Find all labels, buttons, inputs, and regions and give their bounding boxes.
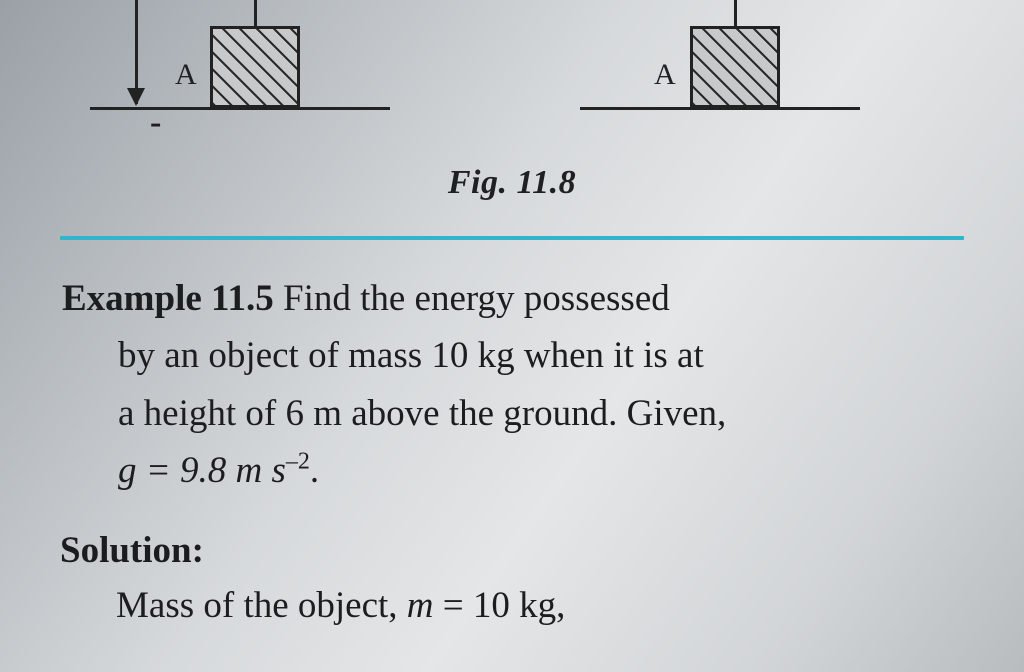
hatched-block-left xyxy=(210,26,300,108)
figure-caption: Fig. 11.8 xyxy=(60,164,964,202)
figure-11-8: A - A xyxy=(60,0,964,140)
g-expr-suffix: . xyxy=(310,450,319,491)
hatched-block-right xyxy=(690,26,780,108)
label-a-left: A xyxy=(175,58,197,92)
arrow-up-icon xyxy=(254,0,257,28)
g-expr-prefix: g = 9.8 m s xyxy=(118,450,286,491)
example-line4: g = 9.8 m s–2. xyxy=(62,442,962,499)
example-text: Example 11.5 Find the energy possessed b… xyxy=(60,270,964,499)
example-line3: a height of 6 m above the ground. Given, xyxy=(62,385,962,442)
solution-cutoff-line: Mass of the object, m = 10 kg, xyxy=(60,584,964,627)
page-scan: A - A Fig. 11.8 Example 11.5 Find the en… xyxy=(0,0,1024,672)
mark-dash: - xyxy=(150,104,161,142)
g-expr-exp: –2 xyxy=(286,449,310,475)
diagram-left: A - xyxy=(90,107,390,110)
label-a-right: A xyxy=(654,58,676,92)
horizontal-rule xyxy=(60,236,964,240)
example-lead: Example 11.5 xyxy=(62,278,274,319)
diagram-right: A xyxy=(580,107,860,110)
cutoff-prefix: Mass of the object, xyxy=(116,585,407,626)
cutoff-rest: = 10 kg, xyxy=(434,585,566,626)
cutoff-var: m xyxy=(407,585,434,626)
arrow-up-icon xyxy=(734,0,737,28)
arrow-down-icon xyxy=(135,0,138,104)
example-line1: Find the energy possessed xyxy=(274,278,670,319)
example-line2: by an object of mass 10 kg when it is at xyxy=(62,327,962,384)
solution-heading: Solution: xyxy=(60,529,964,572)
